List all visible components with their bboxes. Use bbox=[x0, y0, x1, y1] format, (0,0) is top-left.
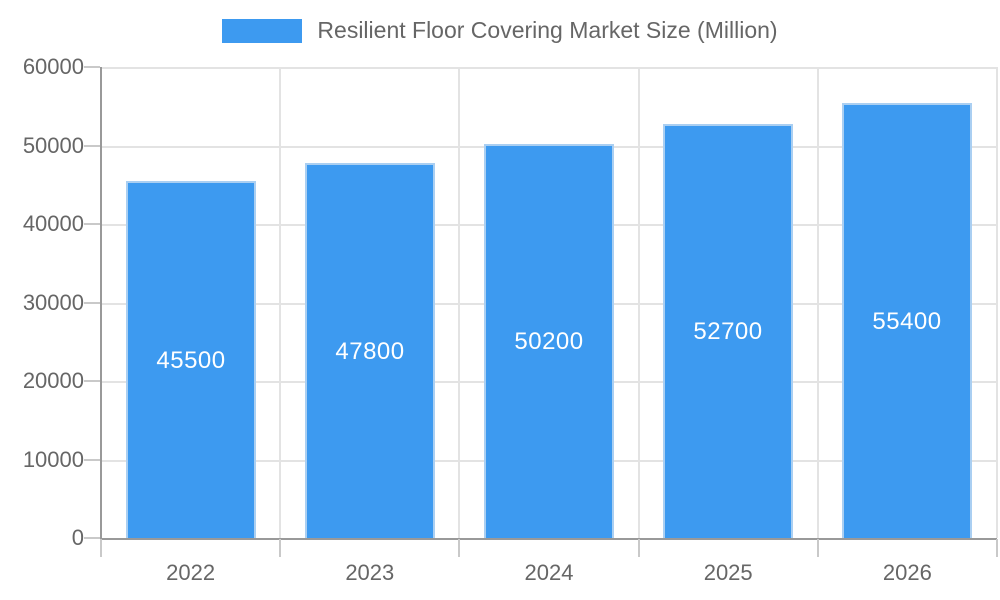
y-axis-tick bbox=[84, 380, 100, 382]
x-axis-tick bbox=[100, 539, 102, 557]
y-axis-line bbox=[100, 67, 102, 557]
y-axis-label: 0 bbox=[71, 525, 84, 550]
bar-value-label: 55400 bbox=[872, 307, 942, 335]
y-axis-label: 60000 bbox=[22, 54, 84, 79]
x-axis-label: 2022 bbox=[166, 560, 216, 585]
y-axis-tick bbox=[84, 144, 100, 147]
y-axis-tick bbox=[84, 66, 100, 68]
y-axis-tick bbox=[84, 537, 100, 539]
legend-swatch bbox=[222, 18, 303, 43]
y-axis-label: 50000 bbox=[22, 132, 84, 158]
x-axis-tick bbox=[996, 539, 998, 557]
y-gridline bbox=[101, 67, 997, 69]
x-axis-tick bbox=[458, 539, 461, 557]
x-gridline bbox=[816, 67, 819, 538]
y-axis-tick bbox=[84, 223, 100, 225]
bar-2022[interactable]: 45500 bbox=[126, 181, 256, 538]
x-axis-label: 2023 bbox=[345, 560, 395, 585]
x-axis-tick bbox=[279, 539, 282, 557]
x-axis-label: 2024 bbox=[524, 560, 574, 585]
bar-value-label: 50200 bbox=[514, 328, 584, 355]
bar-2025[interactable]: 52700 bbox=[663, 124, 793, 538]
bar-value-label: 47800 bbox=[335, 337, 405, 365]
y-axis-label: 30000 bbox=[22, 289, 84, 315]
bar-2023[interactable]: 47800 bbox=[305, 163, 435, 538]
legend-label: Resilient Floor Covering Market Size (Mi… bbox=[317, 17, 778, 43]
x-axis-label: 2026 bbox=[882, 560, 932, 585]
x-gridline bbox=[458, 67, 461, 538]
bar-value-label: 52700 bbox=[693, 318, 763, 345]
y-axis-label: 40000 bbox=[22, 211, 84, 236]
x-gridline bbox=[279, 67, 282, 538]
x-axis-tick bbox=[816, 539, 819, 557]
x-gridline bbox=[996, 67, 998, 538]
x-gridline bbox=[637, 67, 640, 538]
plot-area: 45500 47800 50200 52700 55400 bbox=[101, 67, 998, 538]
y-axis-tick bbox=[84, 301, 100, 304]
y-axis-label: 10000 bbox=[22, 446, 84, 472]
x-axis-label: 2025 bbox=[703, 560, 753, 585]
y-axis-label: 20000 bbox=[22, 368, 84, 393]
bar-2026[interactable]: 55400 bbox=[842, 103, 972, 538]
legend[interactable]: Resilient Floor Covering Market Size (Mi… bbox=[0, 17, 1000, 44]
bar-2024[interactable]: 50200 bbox=[484, 144, 614, 538]
x-axis-tick bbox=[637, 539, 640, 557]
y-axis-tick bbox=[84, 458, 100, 461]
bar-value-label: 45500 bbox=[156, 346, 226, 374]
x-axis-line bbox=[100, 538, 997, 540]
